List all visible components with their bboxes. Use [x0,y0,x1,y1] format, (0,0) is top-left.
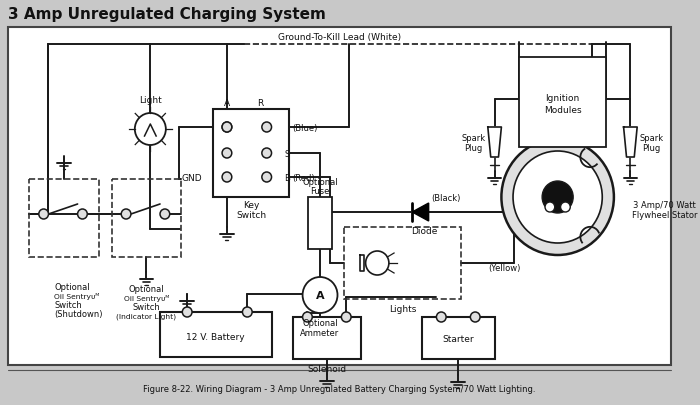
Bar [111,179,181,257]
Bar [160,312,272,357]
Text: Lights: Lights [389,305,416,314]
Circle shape [436,312,446,322]
Bar [293,317,360,359]
Circle shape [302,312,312,322]
Text: A: A [224,98,230,107]
Bar [519,58,606,148]
Circle shape [302,277,337,313]
Text: Oil Sentryᴜᴹ: Oil Sentryᴜᴹ [124,295,169,302]
Text: Flywheel Stator: Flywheel Stator [631,211,697,220]
Text: Optional: Optional [302,177,338,186]
Text: (Red): (Red) [292,173,314,182]
Text: Light: Light [139,95,162,104]
Circle shape [78,209,88,220]
Text: Ammeter: Ammeter [300,328,340,337]
Bar [29,179,99,257]
Text: Starter: Starter [442,335,474,344]
Polygon shape [412,203,428,222]
Polygon shape [624,128,637,158]
Circle shape [262,123,272,133]
Circle shape [182,307,192,317]
Text: Optional: Optional [55,283,90,292]
Circle shape [365,252,389,275]
Circle shape [501,140,614,256]
Bar [309,198,332,249]
Text: Key: Key [243,201,260,210]
Circle shape [242,307,252,317]
Text: (Yellow): (Yellow) [488,264,521,273]
Circle shape [262,149,272,159]
Circle shape [160,209,169,220]
Text: Spark: Spark [640,133,664,142]
Bar [344,228,461,299]
Circle shape [542,181,573,213]
Circle shape [262,173,272,183]
Text: Switch: Switch [132,303,160,312]
Circle shape [561,202,570,213]
Circle shape [222,123,232,133]
Text: (Blue): (Blue) [292,123,317,132]
Text: Ground-To-Kill Lead (White): Ground-To-Kill Lead (White) [278,32,401,41]
Circle shape [513,151,602,243]
Text: 3 Amp/70 Watt: 3 Amp/70 Watt [633,201,696,210]
Text: (Shutdown): (Shutdown) [55,310,103,319]
Text: B: B [284,173,290,182]
Circle shape [222,149,232,159]
Text: Plug: Plug [643,143,661,152]
Bar [214,110,289,198]
Text: GND: GND [182,173,202,182]
Text: 12 V. Battery: 12 V. Battery [186,333,244,342]
Text: S: S [284,149,289,158]
Text: Oil Sentryᴜᴹ: Oil Sentryᴜᴹ [55,293,99,300]
Text: (Indicator Light): (Indicator Light) [116,313,176,320]
Circle shape [121,209,131,220]
Bar [422,317,495,359]
Text: Fuse: Fuse [310,186,330,195]
Circle shape [38,209,48,220]
Text: Modules: Modules [544,105,581,114]
Text: R: R [257,98,263,107]
Text: Ignition: Ignition [545,93,580,102]
Circle shape [545,202,554,213]
Circle shape [222,173,232,183]
Text: Plug: Plug [464,143,482,152]
Text: (Black): (Black) [431,194,461,203]
Text: 3 Amp Unregulated Charging System: 3 Amp Unregulated Charging System [8,6,326,21]
Circle shape [135,114,166,146]
Text: Optional: Optional [129,285,164,294]
Circle shape [470,312,480,322]
Circle shape [342,312,351,322]
Text: Spark: Spark [461,133,485,142]
Text: Diode: Diode [412,226,438,235]
Text: A: A [316,290,324,300]
Polygon shape [488,128,501,158]
Text: Solenoid: Solenoid [307,364,346,373]
Text: Switch: Switch [236,210,266,219]
Text: Figure 8-22. Wiring Diagram - 3 Amp Unregulated Battery Charging System/70 Watt : Figure 8-22. Wiring Diagram - 3 Amp Unre… [144,385,536,394]
Text: Optional: Optional [302,319,338,328]
Bar [8,28,671,365]
Text: Switch: Switch [55,301,82,310]
Circle shape [222,123,232,133]
